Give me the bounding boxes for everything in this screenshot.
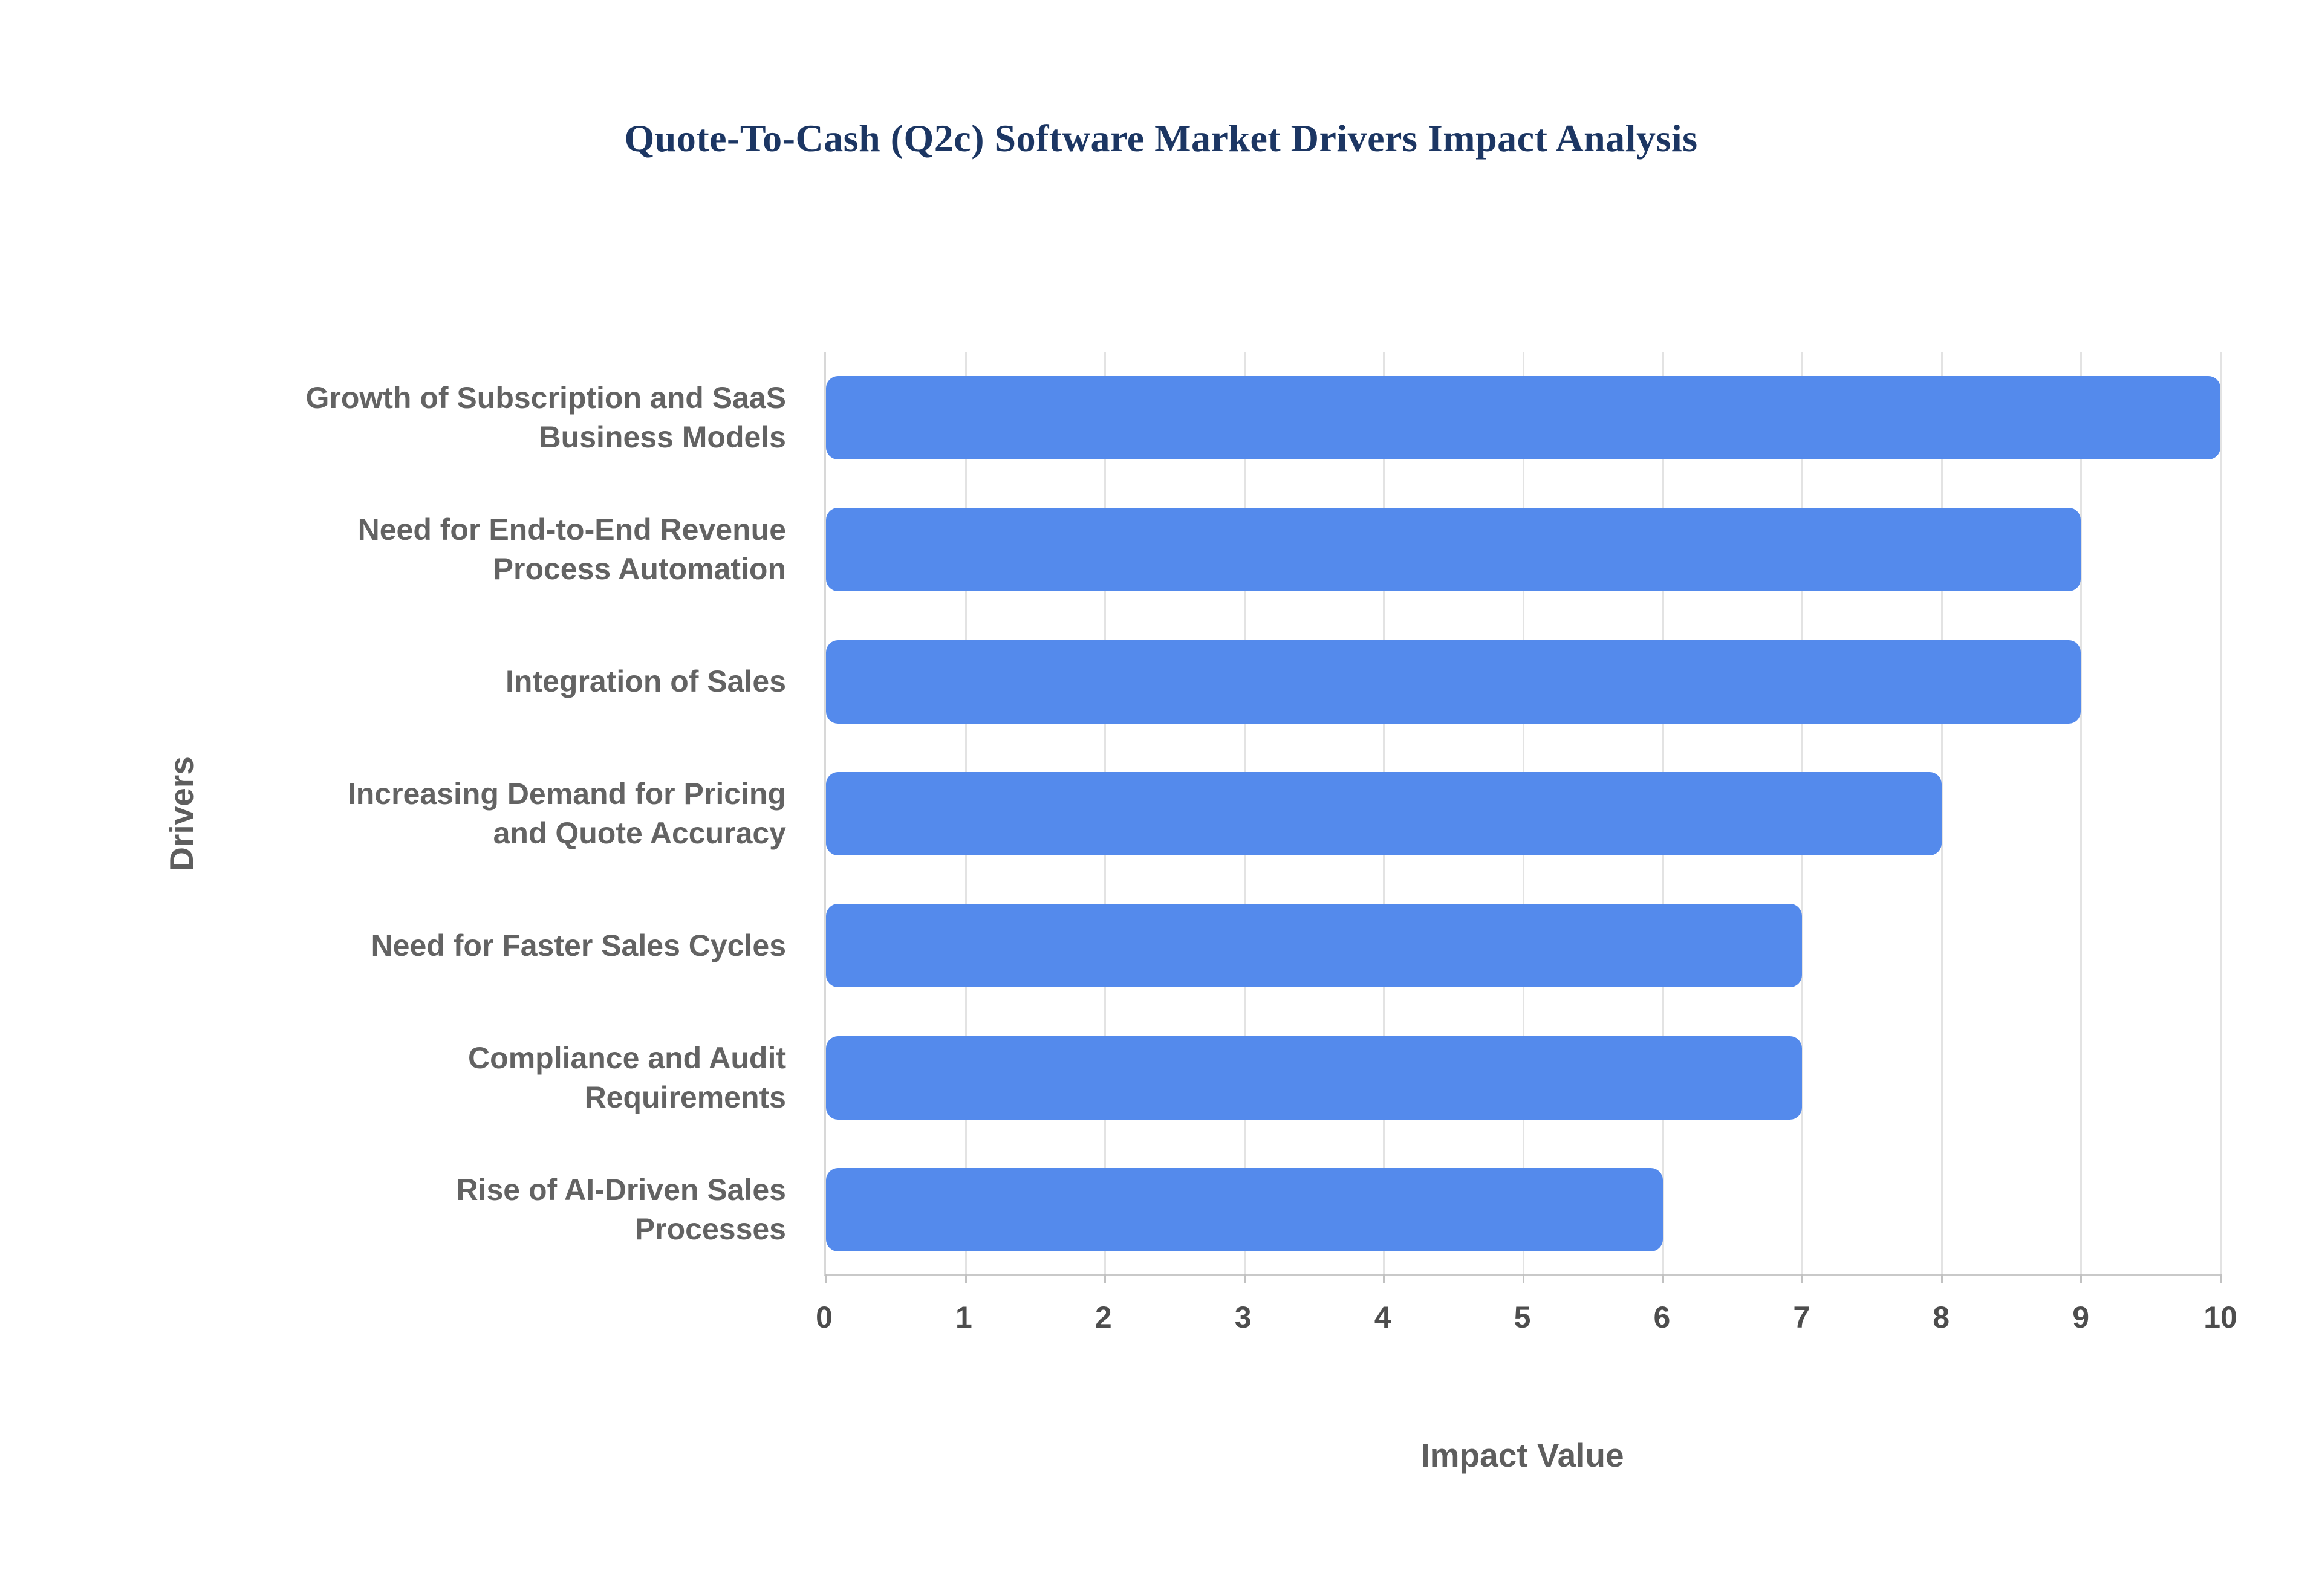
bar-0 bbox=[826, 376, 2220, 460]
bar-6 bbox=[826, 1167, 1663, 1251]
x-tick-label-4: 4 bbox=[1374, 1300, 1391, 1334]
category-label-row-3: Increasing Demand for Pricing and Quote … bbox=[302, 748, 786, 880]
category-label-row-2: Integration of Sales bbox=[302, 616, 786, 748]
x-tick-mark-4 bbox=[1383, 1274, 1385, 1283]
x-tick-label-7: 7 bbox=[1793, 1300, 1810, 1334]
x-tick-label-2: 2 bbox=[1094, 1300, 1112, 1334]
x-tick-label-3: 3 bbox=[1234, 1300, 1252, 1334]
x-tick-mark-7 bbox=[1801, 1274, 1804, 1283]
x-axis-title: Impact Value bbox=[1420, 1436, 1624, 1474]
bar-5 bbox=[826, 1036, 1803, 1120]
category-label-row-6: Rise of AI-Driven Sales Processes bbox=[302, 1144, 786, 1276]
gridline-x-10 bbox=[2220, 352, 2222, 1274]
category-label: Need for Faster Sales Cycles bbox=[371, 928, 786, 962]
category-label: Integration of Sales bbox=[506, 664, 786, 699]
bar-2 bbox=[826, 640, 2081, 724]
x-tick-label-0: 0 bbox=[816, 1300, 833, 1334]
x-tick-mark-2 bbox=[1104, 1274, 1107, 1283]
y-axis-title: Drivers bbox=[163, 756, 200, 871]
category-label: Growth of Subscription and SaaS Business… bbox=[305, 381, 786, 455]
plot-area bbox=[824, 352, 2222, 1283]
x-tick-mark-5 bbox=[1523, 1274, 1524, 1283]
x-tick-label-6: 6 bbox=[1653, 1300, 1671, 1334]
category-label-row-0: Growth of Subscription and SaaS Business… bbox=[302, 352, 786, 484]
x-axis-ticks: 0 1 2 3 4 5 6 7 8 9 10 bbox=[816, 1300, 2237, 1342]
x-tick-mark-10 bbox=[2220, 1274, 2222, 1283]
x-tick-label-8: 8 bbox=[1933, 1300, 1950, 1334]
bar-3 bbox=[826, 772, 1942, 855]
category-label-row-4: Need for Faster Sales Cycles bbox=[302, 880, 786, 1011]
x-tick-mark-1 bbox=[964, 1274, 967, 1283]
bar-4 bbox=[826, 904, 1803, 988]
category-label: Rise of AI-Driven Sales Processes bbox=[456, 1172, 786, 1246]
y-axis-labels: Growth of Subscription and SaaS Business… bbox=[302, 352, 786, 1276]
category-label-row-1: Need for End-to-End Revenue Process Auto… bbox=[302, 484, 786, 615]
x-tick-mark-9 bbox=[2080, 1274, 2083, 1283]
bar-1 bbox=[826, 508, 2081, 592]
chart-title: Quote-To-Cash (Q2c) Software Market Driv… bbox=[624, 117, 1698, 160]
gridline-x-9 bbox=[2080, 352, 2083, 1274]
x-tick-mark-3 bbox=[1243, 1274, 1246, 1283]
x-tick-label-9: 9 bbox=[2072, 1300, 2089, 1334]
category-label: Need for End-to-End Revenue Process Auto… bbox=[357, 513, 786, 586]
x-tick-label-10: 10 bbox=[2203, 1300, 2237, 1334]
x-tick-mark-0 bbox=[825, 1274, 827, 1283]
x-tick-label-1: 1 bbox=[955, 1300, 972, 1334]
x-tick-label-5: 5 bbox=[1514, 1300, 1531, 1334]
category-label-row-5: Compliance and Audit Requirements bbox=[302, 1011, 786, 1143]
x-tick-mark-6 bbox=[1662, 1274, 1664, 1283]
category-label: Compliance and Audit Requirements bbox=[468, 1040, 786, 1114]
category-label: Increasing Demand for Pricing and Quote … bbox=[347, 776, 786, 850]
gridline-x-8 bbox=[1940, 352, 1943, 1274]
x-tick-mark-8 bbox=[1940, 1274, 1943, 1283]
